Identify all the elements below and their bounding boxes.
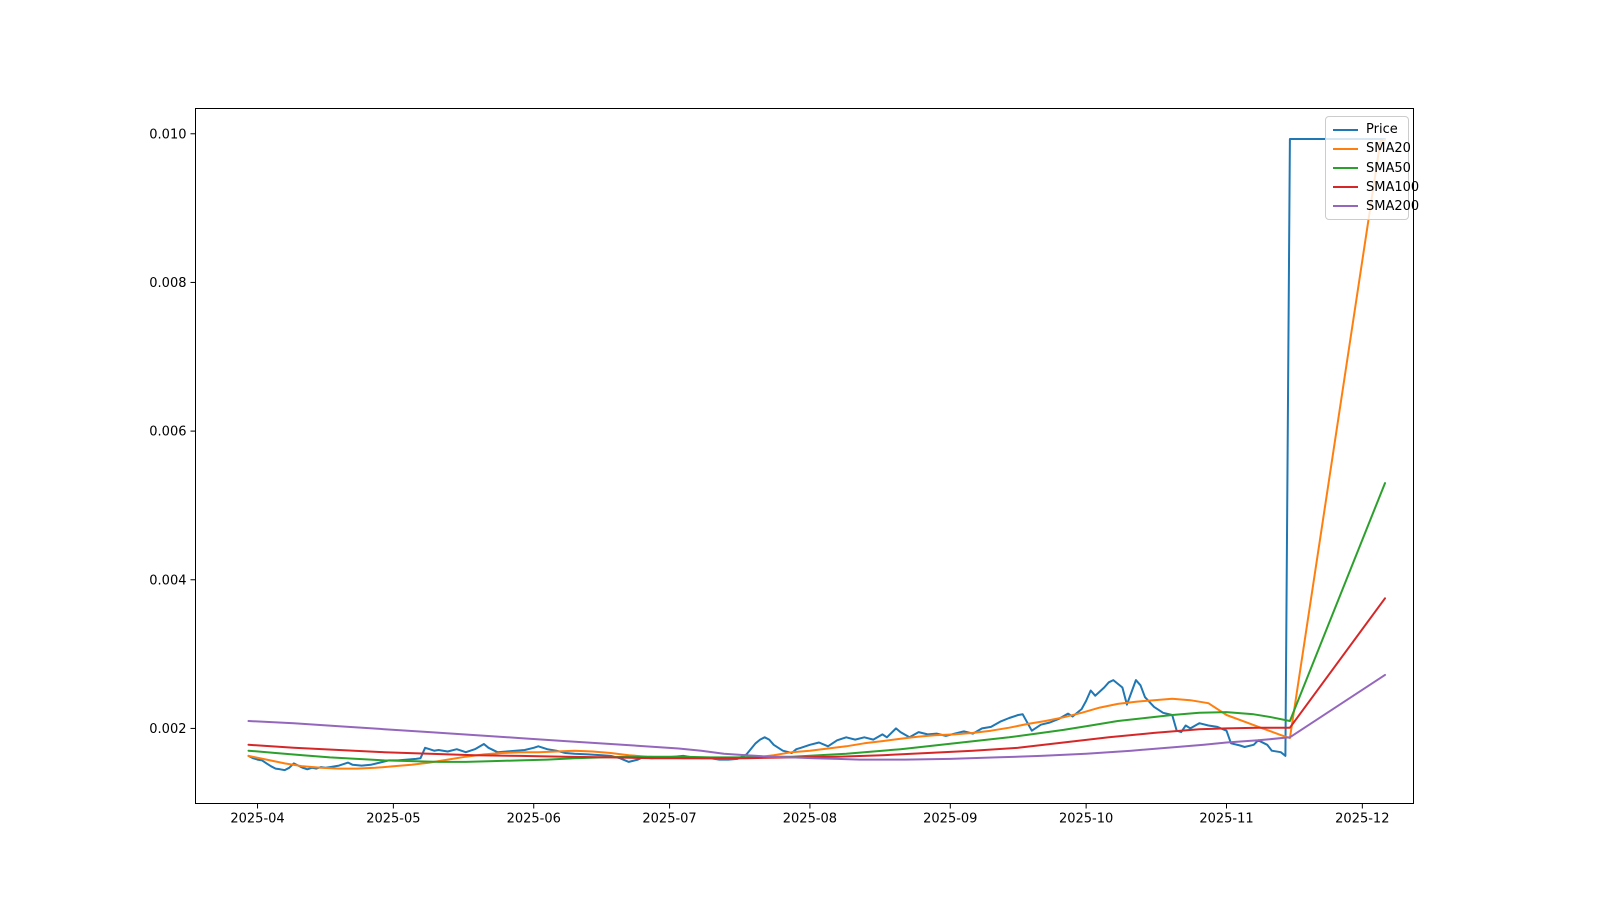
- legend-line-sample-sma100: [1333, 186, 1358, 189]
- y-tick-label: 0.002: [149, 722, 186, 737]
- series-line-sma50: [247, 482, 1386, 763]
- series-line-sma20: [247, 138, 1386, 770]
- legend-item-sma50: SMA50: [1333, 158, 1411, 177]
- x-tick-label: 2025-10: [1059, 812, 1113, 827]
- y-tick-label: 0.006: [149, 425, 186, 440]
- chart-legend: Price SMA20 SMA50 SMA100 SMA200: [1325, 116, 1419, 220]
- y-axis: 0.002 0.004 0.006 0.008 0.010: [149, 127, 196, 737]
- series-lines: [247, 138, 1386, 772]
- x-tick-label: 2025-07: [642, 812, 696, 827]
- series-line-price: [247, 138, 1386, 772]
- legend-item-sma200: SMA200: [1333, 197, 1419, 216]
- legend-item-sma100: SMA100: [1333, 178, 1419, 197]
- legend-item-price: Price: [1333, 120, 1402, 139]
- x-tick-label: 2025-09: [923, 812, 977, 827]
- legend-label: SMA50: [1366, 160, 1411, 176]
- x-tick-label: 2025-12: [1335, 812, 1389, 827]
- x-tick-label: 2025-11: [1199, 812, 1253, 827]
- legend-item-sma20: SMA20: [1333, 139, 1411, 158]
- legend-line-sample-price: [1333, 128, 1358, 131]
- legend-line-sample-sma200: [1333, 205, 1358, 208]
- x-tick-label: 2025-05: [366, 812, 420, 827]
- plot-frame: [195, 108, 1414, 804]
- plot-border: [195, 108, 1414, 804]
- y-tick-label: 0.010: [149, 127, 186, 142]
- x-tick-label: 2025-04: [230, 812, 284, 827]
- x-tick-label: 2025-08: [783, 812, 837, 827]
- y-tick-label: 0.008: [149, 276, 186, 291]
- legend-line-sample-sma50: [1333, 167, 1358, 169]
- legend-label: SMA200: [1366, 198, 1420, 214]
- legend-label: Price: [1366, 122, 1398, 138]
- legend-label: SMA20: [1366, 141, 1411, 157]
- legend-line-sample-sma20: [1333, 147, 1358, 150]
- series-line-sma200: [247, 673, 1386, 761]
- y-tick-label: 0.004: [149, 573, 186, 588]
- series-line-sma100: [247, 597, 1386, 760]
- legend-label: SMA100: [1366, 179, 1420, 195]
- x-axis: 2025-04 2025-05 2025-06 2025-07 2025-08 2025-…: [230, 803, 1389, 827]
- x-tick-label: 2025-06: [507, 812, 561, 827]
